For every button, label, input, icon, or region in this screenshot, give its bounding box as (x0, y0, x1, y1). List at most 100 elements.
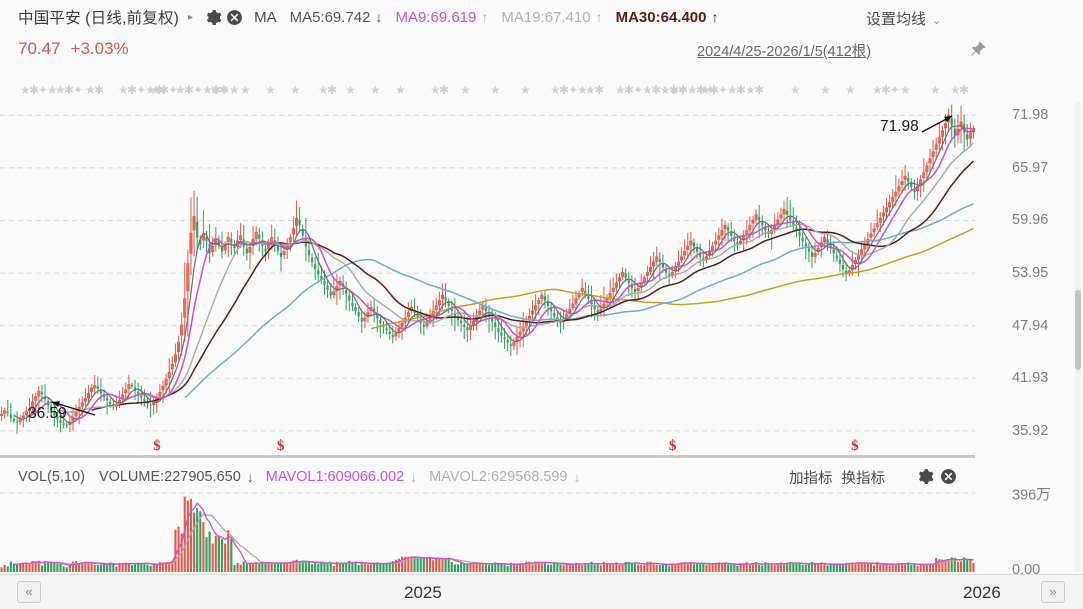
volume-indicator-label[interactable]: VOL(5,10) (18, 469, 85, 485)
event-marker[interactable]: ★ (745, 83, 756, 97)
volume-gear-icon[interactable] (917, 468, 934, 485)
dividend-marker[interactable]: $ (276, 438, 285, 454)
vertical-scrollbar-thumb[interactable] (1075, 290, 1081, 370)
event-marker[interactable]: ★ (520, 83, 531, 97)
symbol-name[interactable]: 中国平安 (日线,前复权) (18, 10, 180, 27)
event-marker[interactable]: ★ (642, 83, 653, 97)
event-marker[interactable]: ★ (872, 83, 883, 97)
event-marker[interactable]: ★ (145, 83, 156, 97)
volume-header: VOL(5,10) VOLUME:227905.650 ↓ MAVOL1:609… (0, 463, 1083, 491)
event-marker[interactable]: ★ (118, 83, 129, 97)
ma9-readout: MA9:69.619 ↑ (395, 9, 488, 26)
dividend-marker[interactable]: $ (851, 438, 859, 454)
event-marker[interactable]: ★ (290, 83, 301, 97)
date-range-label[interactable]: 2024/4/25-2026/1/5(412根) (697, 44, 872, 60)
event-marker[interactable]: ✦ (168, 83, 179, 97)
add-indicator-button[interactable]: 加指标 (789, 471, 833, 487)
change-indicator-button[interactable]: 换指标 (841, 471, 886, 487)
event-marker[interactable]: ★ (660, 83, 671, 97)
event-marker[interactable]: ✱ (154, 83, 165, 97)
event-marker[interactable]: ✱ (754, 83, 765, 97)
event-marker[interactable]: ★ (345, 83, 356, 97)
event-marker[interactable]: ✦ (718, 83, 729, 97)
event-marker[interactable]: ★ (577, 83, 588, 97)
event-marker[interactable]: ★ (55, 83, 66, 97)
event-marker[interactable]: ★ (318, 83, 329, 97)
volume-chart-panel[interactable] (0, 492, 975, 572)
event-marker[interactable]: ✱ (559, 83, 570, 97)
event-marker[interactable]: ★ (615, 83, 626, 97)
volume-close-icon[interactable] (940, 468, 957, 485)
event-marker[interactable]: ★ (490, 83, 501, 97)
event-marker[interactable]: ✦ (678, 83, 689, 97)
event-marker[interactable]: ★ (265, 83, 276, 97)
event-marker[interactable]: ✱ (159, 83, 170, 97)
event-marker[interactable]: ✱ (651, 83, 662, 97)
event-marker[interactable]: ★ (669, 83, 680, 97)
event-marker[interactable]: ✱ (624, 83, 635, 97)
close-circle-icon[interactable] (226, 9, 243, 26)
dividend-marker[interactable]: $ (153, 438, 161, 454)
event-marker[interactable]: ✱ (736, 83, 747, 97)
event-marker[interactable]: ✱ (211, 83, 222, 97)
dividend-marker[interactable]: $ (668, 438, 677, 454)
event-marker[interactable]: ✱ (127, 83, 138, 97)
event-marker[interactable]: ★ (47, 83, 58, 97)
event-marker[interactable]: ★ (950, 83, 961, 97)
event-marker[interactable]: ★ (790, 83, 801, 97)
event-marker[interactable]: ✱ (696, 83, 707, 97)
event-marker[interactable]: ✦ (633, 83, 644, 97)
event-marker[interactable]: ★ (240, 83, 251, 97)
event-marker[interactable]: ★ (395, 83, 406, 97)
event-marker[interactable]: ★ (202, 83, 213, 97)
ma30-arrow-icon: ↑ (711, 8, 719, 25)
event-marker[interactable]: ✱ (594, 83, 605, 97)
event-marker[interactable]: ★ (229, 83, 240, 97)
event-marker[interactable]: ✦ (660, 83, 671, 97)
event-marker[interactable]: ✱ (678, 83, 689, 97)
event-marker[interactable]: ★ (370, 83, 381, 97)
event-marker[interactable]: ★ (900, 83, 911, 97)
event-marker[interactable]: ★ (430, 83, 441, 97)
price-chart-panel[interactable] (0, 102, 975, 452)
event-marker[interactable]: ✱ (29, 83, 40, 97)
set-moving-average-button[interactable]: 设置均线 ⌄ (866, 8, 941, 29)
event-marker[interactable]: ✱ (184, 83, 195, 97)
event-marker[interactable]: ★ (930, 83, 941, 97)
event-marker[interactable]: ✦ (73, 83, 84, 97)
event-marker[interactable]: ✦ (38, 83, 49, 97)
event-marker[interactable]: ✱ (327, 83, 338, 97)
event-marker[interactable]: ★ (845, 83, 856, 97)
event-marker[interactable]: ✦ (136, 83, 147, 97)
expand-arrow-icon[interactable]: ▸ (188, 11, 194, 23)
event-marker[interactable]: ✱ (959, 83, 970, 97)
event-marker[interactable]: ✦ (568, 83, 579, 97)
event-marker[interactable]: ★ (20, 83, 31, 97)
event-marker[interactable]: ✱ (219, 83, 230, 97)
event-marker[interactable]: ★ (550, 83, 561, 97)
event-marker[interactable]: ✱ (881, 83, 892, 97)
event-marker[interactable]: ★ (210, 83, 221, 97)
event-marker[interactable]: ✦ (220, 83, 231, 97)
event-marker[interactable]: ★ (820, 83, 831, 97)
event-marker[interactable]: ★ (727, 83, 738, 97)
event-marker[interactable]: ★ (460, 83, 471, 97)
gear-icon[interactable] (205, 9, 222, 26)
event-marker[interactable]: ★ (585, 83, 596, 97)
event-marker[interactable]: ✱ (439, 83, 450, 97)
event-marker[interactable]: ✦ (890, 83, 901, 97)
event-marker[interactable]: ✦ (193, 83, 204, 97)
event-marker[interactable]: ✱ (669, 83, 680, 97)
scroll-left-button[interactable]: « (17, 581, 41, 603)
event-marker[interactable]: ★ (175, 83, 186, 97)
event-marker[interactable]: ✱ (709, 83, 720, 97)
event-marker[interactable]: ✦ (705, 83, 716, 97)
pin-icon[interactable] (969, 40, 987, 58)
event-marker[interactable]: ✱ (94, 83, 105, 97)
event-marker[interactable]: ✱ (64, 83, 75, 97)
event-marker[interactable]: ★ (85, 83, 96, 97)
event-marker[interactable]: ★ (687, 83, 698, 97)
scroll-right-button[interactable]: » (1041, 581, 1065, 603)
event-marker[interactable]: ★ (150, 83, 161, 97)
event-marker[interactable]: ★ (700, 83, 711, 97)
